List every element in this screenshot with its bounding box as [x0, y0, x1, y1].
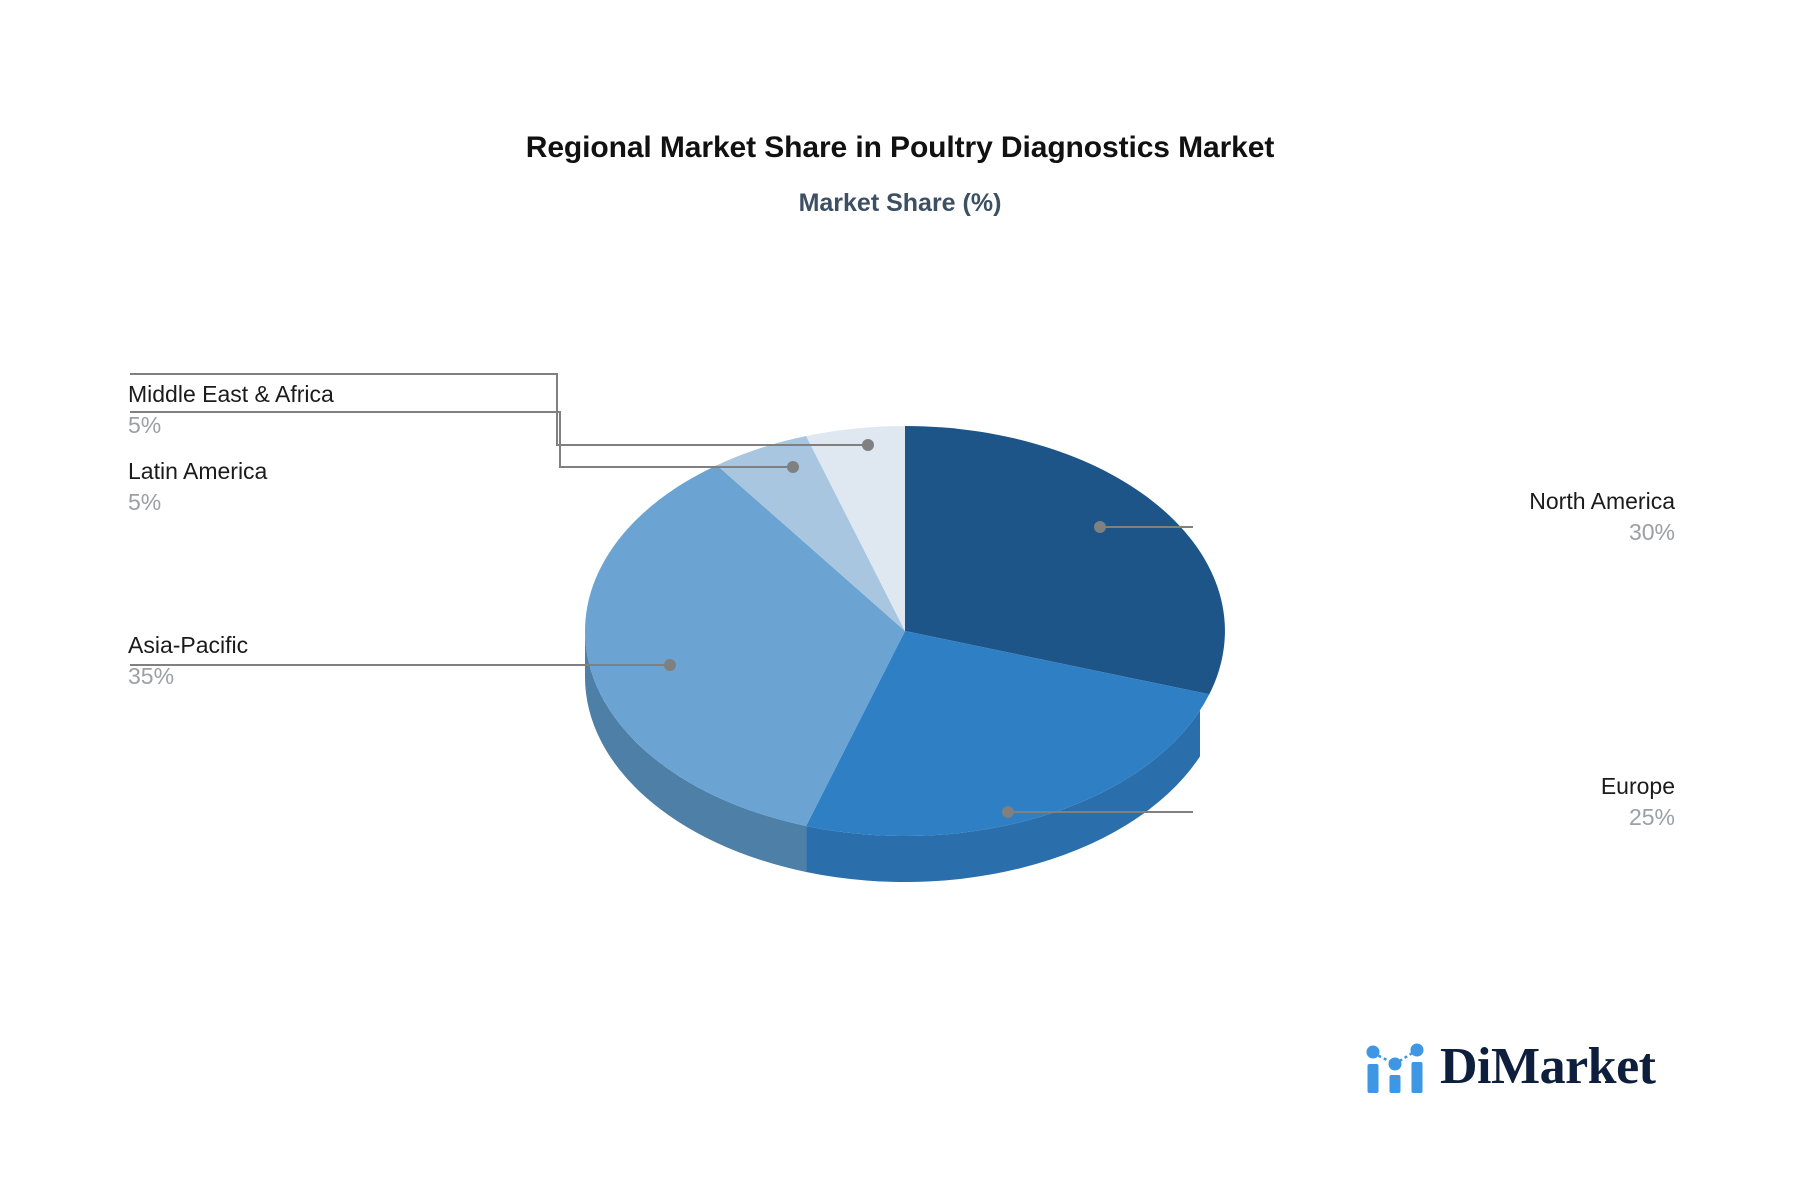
- pie-slice-latin-america[interactable]: [716, 436, 905, 631]
- callout-value-north-america: 30%: [1628, 519, 1675, 545]
- chart-title: Regional Market Share in Poultry Diagnos…: [525, 131, 1275, 164]
- pie-slices: [585, 425, 1225, 837]
- marker-latin-america: [787, 461, 799, 473]
- pie-slice-north-america[interactable]: [905, 426, 1225, 695]
- brand-name: DiMarket: [1440, 1038, 1656, 1095]
- callout-label-asia-pacific: Asia-Pacific: [128, 632, 249, 658]
- pie-slice-europe[interactable]: [806, 631, 1210, 837]
- marker-asia-pacific: [664, 659, 676, 671]
- callout-value-asia-pacific: 35%: [128, 663, 175, 689]
- callout-label-europe: Europe: [1600, 773, 1675, 799]
- callout-middle-east-africa[interactable]: Middle East & Africa 5%: [128, 379, 558, 441]
- bar-chart-icon: [1366, 1043, 1424, 1093]
- pie-side-europe: [806, 710, 1200, 883]
- leader-middle-east-africa: [130, 373, 868, 446]
- callout-asia-pacific[interactable]: Asia-Pacific 35%: [128, 630, 558, 692]
- chart-subtitle: Market Share (%): [798, 189, 1002, 217]
- callout-value-middle-east-africa: 5%: [128, 412, 162, 438]
- callout-label-north-america: North America: [1529, 488, 1675, 514]
- callout-value-latin-america: 5%: [128, 489, 162, 515]
- callout-label-middle-east-africa: Middle East & Africa: [128, 381, 334, 407]
- marker-middle-east-africa: [862, 439, 874, 451]
- leader-latin-america: [130, 411, 793, 468]
- pie-3d-side: [585, 631, 1200, 883]
- callout-value-europe: 25%: [1628, 804, 1675, 830]
- pie-side-asia-pacific: [585, 631, 807, 872]
- callout-label-latin-america: Latin America: [128, 458, 268, 484]
- callout-latin-america[interactable]: Latin America 5%: [128, 456, 558, 518]
- pie-slice-asia-pacific[interactable]: [585, 465, 905, 826]
- leader-lines: [130, 373, 1193, 813]
- marker-north-america: [1094, 521, 1106, 533]
- callout-north-america[interactable]: North America 30%: [1200, 486, 1675, 548]
- brand-logo: DiMarket: [1364, 1038, 1656, 1095]
- pie-slice-middle-east-africa[interactable]: [806, 425, 905, 631]
- callout-europe[interactable]: Europe 25%: [1200, 771, 1675, 833]
- leader-markers: [664, 439, 1106, 818]
- marker-europe: [1002, 806, 1014, 818]
